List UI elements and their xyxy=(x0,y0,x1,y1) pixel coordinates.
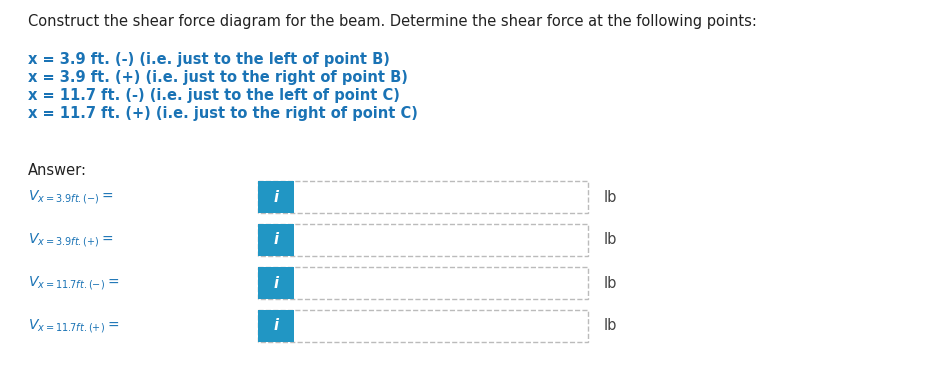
Bar xyxy=(258,310,294,342)
Text: i: i xyxy=(273,276,278,291)
Text: lb: lb xyxy=(603,189,616,204)
Bar xyxy=(258,224,587,256)
Text: lb: lb xyxy=(603,319,616,333)
Bar xyxy=(258,310,587,342)
Text: x = 3.9 ft. (-) (i.e. just to the left of point B): x = 3.9 ft. (-) (i.e. just to the left o… xyxy=(28,52,390,67)
Bar xyxy=(258,181,587,213)
Bar xyxy=(258,181,294,213)
Text: $V_{x=11.7ft.(+)} = $: $V_{x=11.7ft.(+)} = $ xyxy=(28,317,119,335)
Text: x = 11.7 ft. (-) (i.e. just to the left of point C): x = 11.7 ft. (-) (i.e. just to the left … xyxy=(28,88,399,103)
Text: i: i xyxy=(273,189,278,204)
Text: x = 3.9 ft. (+) (i.e. just to the right of point B): x = 3.9 ft. (+) (i.e. just to the right … xyxy=(28,70,408,85)
Bar xyxy=(258,224,294,256)
Text: i: i xyxy=(273,232,278,248)
Text: lb: lb xyxy=(603,232,616,248)
Text: $V_{x=3.9ft.(-)} = $: $V_{x=3.9ft.(-)} = $ xyxy=(28,188,113,206)
Text: lb: lb xyxy=(603,276,616,291)
Text: Construct the shear force diagram for the beam. Determine the shear force at the: Construct the shear force diagram for th… xyxy=(28,14,756,29)
Bar xyxy=(258,267,294,299)
Text: x = 11.7 ft. (+) (i.e. just to the right of point C): x = 11.7 ft. (+) (i.e. just to the right… xyxy=(28,106,417,121)
Text: $V_{x=3.9ft.(+)} = $: $V_{x=3.9ft.(+)} = $ xyxy=(28,231,113,249)
Bar xyxy=(258,267,587,299)
Text: $V_{x=11.7ft.(-)} = $: $V_{x=11.7ft.(-)} = $ xyxy=(28,274,119,292)
Text: i: i xyxy=(273,319,278,333)
Text: Answer:: Answer: xyxy=(28,163,87,178)
